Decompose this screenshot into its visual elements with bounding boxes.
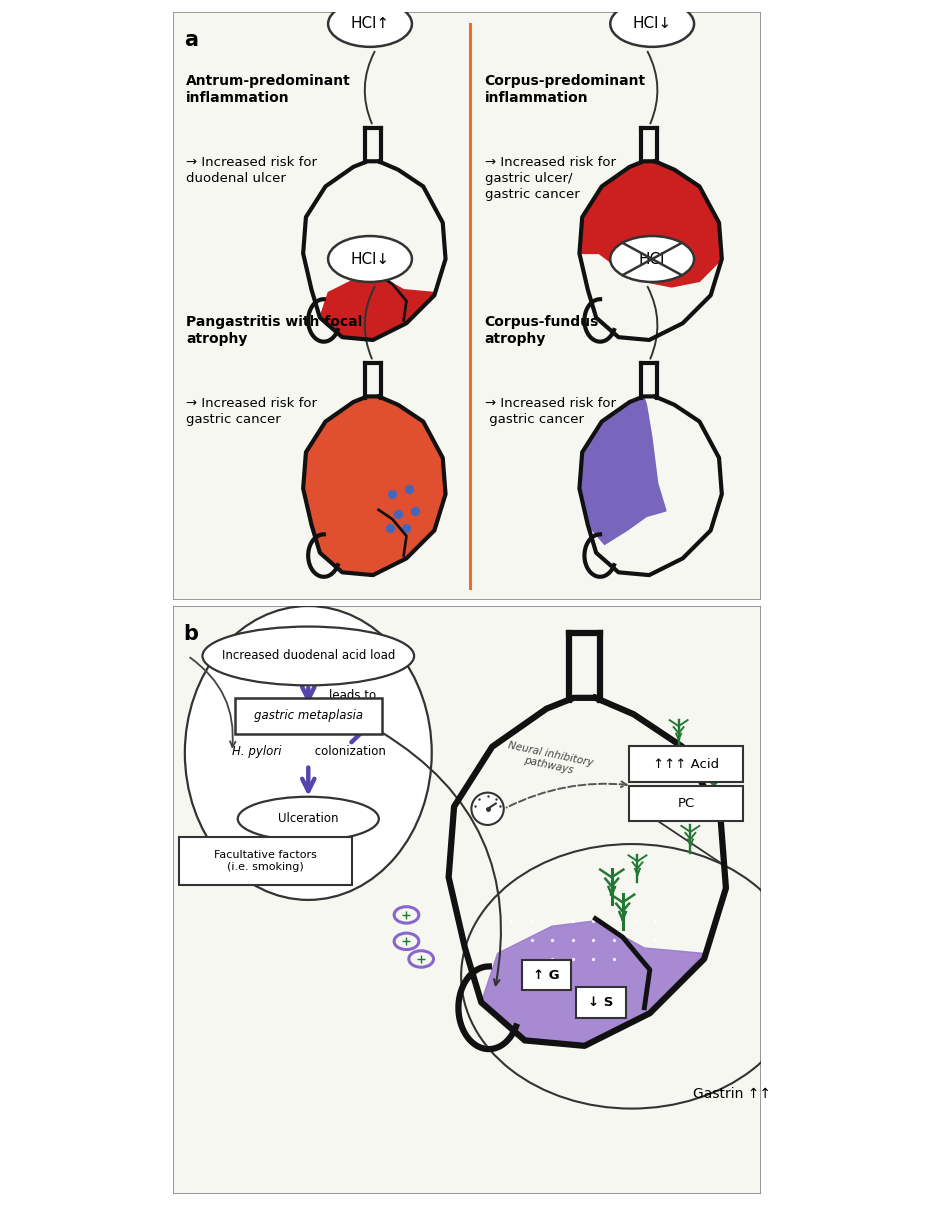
Ellipse shape [610, 1, 694, 47]
Ellipse shape [238, 796, 379, 841]
Text: → Increased risk for
duodenal ulcer: → Increased risk for duodenal ulcer [186, 156, 317, 185]
Text: → Increased risk for
gastric cancer: → Increased risk for gastric cancer [186, 398, 317, 427]
Text: colonization: colonization [311, 745, 386, 759]
FancyBboxPatch shape [630, 785, 743, 822]
Text: Increased duodenal acid load: Increased duodenal acid load [221, 650, 395, 663]
Text: gastric metaplasia: gastric metaplasia [254, 709, 362, 722]
Polygon shape [304, 396, 446, 576]
FancyBboxPatch shape [576, 987, 626, 1018]
Ellipse shape [328, 1, 412, 47]
Text: Gastrin ↑↑: Gastrin ↑↑ [692, 1087, 771, 1100]
Polygon shape [481, 921, 704, 1046]
Text: Pangastritis with focal
atrophy: Pangastritis with focal atrophy [186, 315, 362, 347]
Text: b: b [184, 624, 199, 644]
Text: H. pylori: H. pylori [232, 745, 281, 759]
FancyBboxPatch shape [630, 747, 743, 782]
Text: Facultative factors
(i.e. smoking): Facultative factors (i.e. smoking) [214, 850, 318, 873]
Text: Antrum-predominant
inflammation: Antrum-predominant inflammation [186, 74, 351, 105]
Polygon shape [579, 161, 722, 287]
FancyBboxPatch shape [179, 837, 352, 885]
Ellipse shape [472, 793, 503, 825]
Text: → Increased risk for
 gastric cancer: → Increased risk for gastric cancer [485, 398, 616, 427]
Text: HCl: HCl [639, 252, 665, 267]
Text: a: a [184, 30, 198, 50]
Ellipse shape [185, 606, 432, 899]
FancyBboxPatch shape [522, 960, 572, 990]
Text: ↑ G: ↑ G [533, 968, 559, 982]
Text: leads to: leads to [329, 690, 376, 703]
Polygon shape [320, 276, 434, 341]
Text: HCl↓: HCl↓ [350, 252, 389, 267]
Text: ↑↑↑ Acid: ↑↑↑ Acid [653, 758, 719, 771]
Ellipse shape [203, 627, 414, 685]
Text: ↓ S: ↓ S [588, 996, 614, 1008]
Text: Neural inhibitory
pathways: Neural inhibitory pathways [504, 741, 594, 779]
FancyBboxPatch shape [234, 698, 382, 733]
Polygon shape [579, 396, 666, 544]
Text: HCl↑: HCl↑ [350, 17, 389, 32]
Text: → Increased risk for
gastric ulcer/
gastric cancer: → Increased risk for gastric ulcer/ gast… [485, 156, 616, 201]
Ellipse shape [328, 236, 412, 282]
Text: Ulceration: Ulceration [278, 812, 338, 825]
FancyBboxPatch shape [173, 12, 761, 600]
FancyBboxPatch shape [173, 606, 761, 1194]
Ellipse shape [610, 236, 694, 282]
Text: Corpus-fundus
atrophy: Corpus-fundus atrophy [485, 315, 599, 347]
Text: HCl↓: HCl↓ [632, 17, 672, 32]
Text: Corpus-predominant
inflammation: Corpus-predominant inflammation [485, 74, 645, 105]
Text: PC: PC [677, 797, 695, 810]
